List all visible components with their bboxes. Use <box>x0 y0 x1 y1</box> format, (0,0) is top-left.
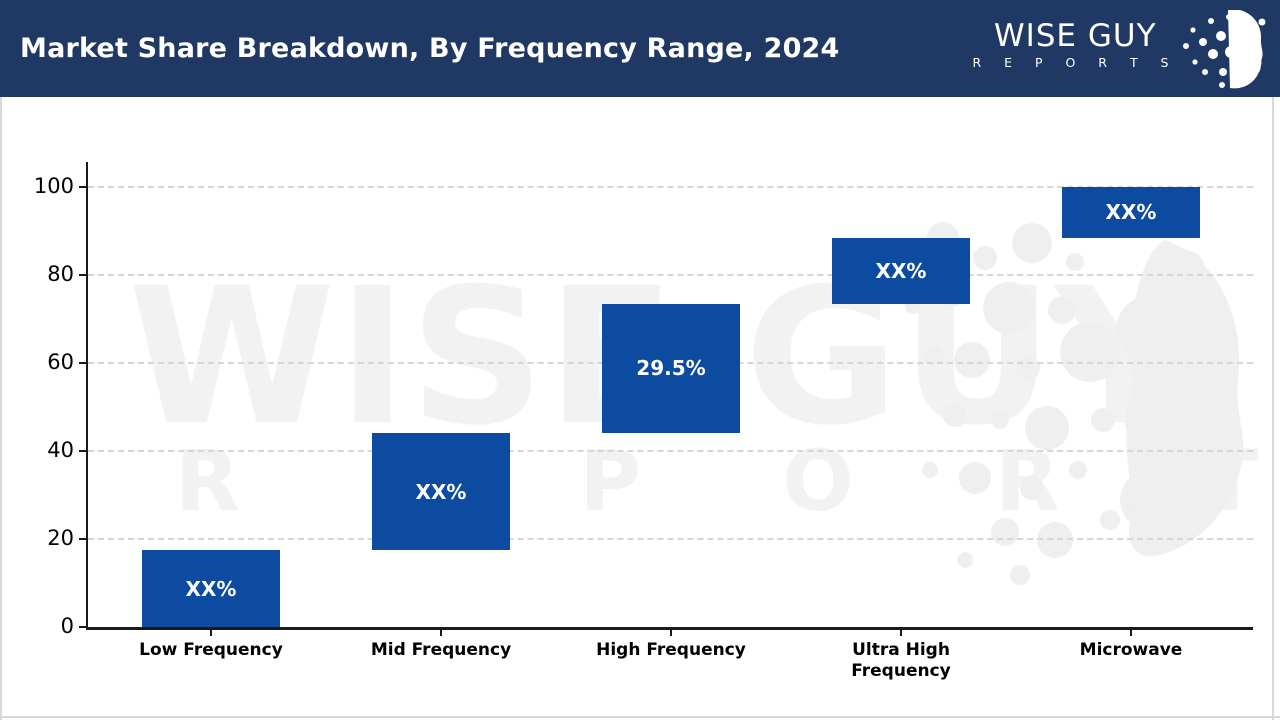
wiseguy-head-watermark-icon <box>896 222 1244 585</box>
x-axis-tick <box>1130 627 1132 636</box>
bar-value-label: XX% <box>415 479 467 504</box>
right-edge-hairline <box>1272 97 1274 720</box>
wiseguy-logo: WISE GUY R E P O R T S <box>972 6 1266 92</box>
logo-wordmark: WISE GUY R E P O R T S <box>972 20 1178 70</box>
gridline-40 <box>88 450 1253 452</box>
left-edge-hairline <box>0 97 2 720</box>
y-axis-tick <box>79 626 88 628</box>
logo-wordmark-line2: R E P O R T S <box>972 54 1178 70</box>
y-tick-label: 100 <box>33 174 74 198</box>
bar-microwave: XX% <box>1062 187 1200 238</box>
x-axis-spine <box>86 627 1253 630</box>
gridline-100 <box>88 186 1253 188</box>
y-tick-label: 40 <box>47 438 74 462</box>
watermark-wordmark-line2: R E P O R T S <box>175 432 1280 530</box>
bar-high-frequency: 29.5% <box>602 303 740 434</box>
bar-value-label: XX% <box>875 258 927 283</box>
page-title: Market Share Breakdown, By Frequency Ran… <box>20 33 840 64</box>
x-tick-label: Ultra High Frequency <box>851 640 951 682</box>
x-axis-tick <box>900 627 902 636</box>
y-axis-tick <box>79 274 88 276</box>
gridline-80 <box>88 274 1253 276</box>
header-bar: Market Share Breakdown, By Frequency Ran… <box>0 0 1280 97</box>
bar-value-label: 29.5% <box>636 356 706 381</box>
bar-low-frequency: XX% <box>142 550 280 627</box>
y-axis-tick <box>79 186 88 188</box>
x-axis-tick <box>440 627 442 636</box>
x-axis-tick <box>670 627 672 636</box>
bar-value-label: XX% <box>185 576 237 601</box>
y-tick-label: 80 <box>47 262 74 286</box>
gridline-20 <box>88 538 1253 540</box>
y-tick-label: 0 <box>60 614 74 638</box>
y-axis-tick <box>79 538 88 540</box>
bar-ultra-high-frequency: XX% <box>832 237 970 304</box>
x-tick-label: Mid Frequency <box>370 640 512 660</box>
y-axis-tick <box>79 362 88 364</box>
y-axis-tick <box>79 450 88 452</box>
logo-wordmark-line1: WISE GUY <box>993 18 1157 54</box>
bottom-edge-hairline <box>0 716 1280 718</box>
y-tick-label: 20 <box>47 526 74 550</box>
bar-mid-frequency: XX% <box>372 433 510 550</box>
x-tick-label: Low Frequency <box>139 640 283 660</box>
logo-head-icon <box>1183 10 1266 89</box>
y-axis-spine <box>86 162 88 629</box>
x-tick-label: High Frequency <box>596 640 746 660</box>
bar-value-label: XX% <box>1105 200 1157 225</box>
x-tick-label: Microwave <box>1079 640 1183 660</box>
x-axis-tick <box>210 627 212 636</box>
y-tick-label: 60 <box>47 350 74 374</box>
